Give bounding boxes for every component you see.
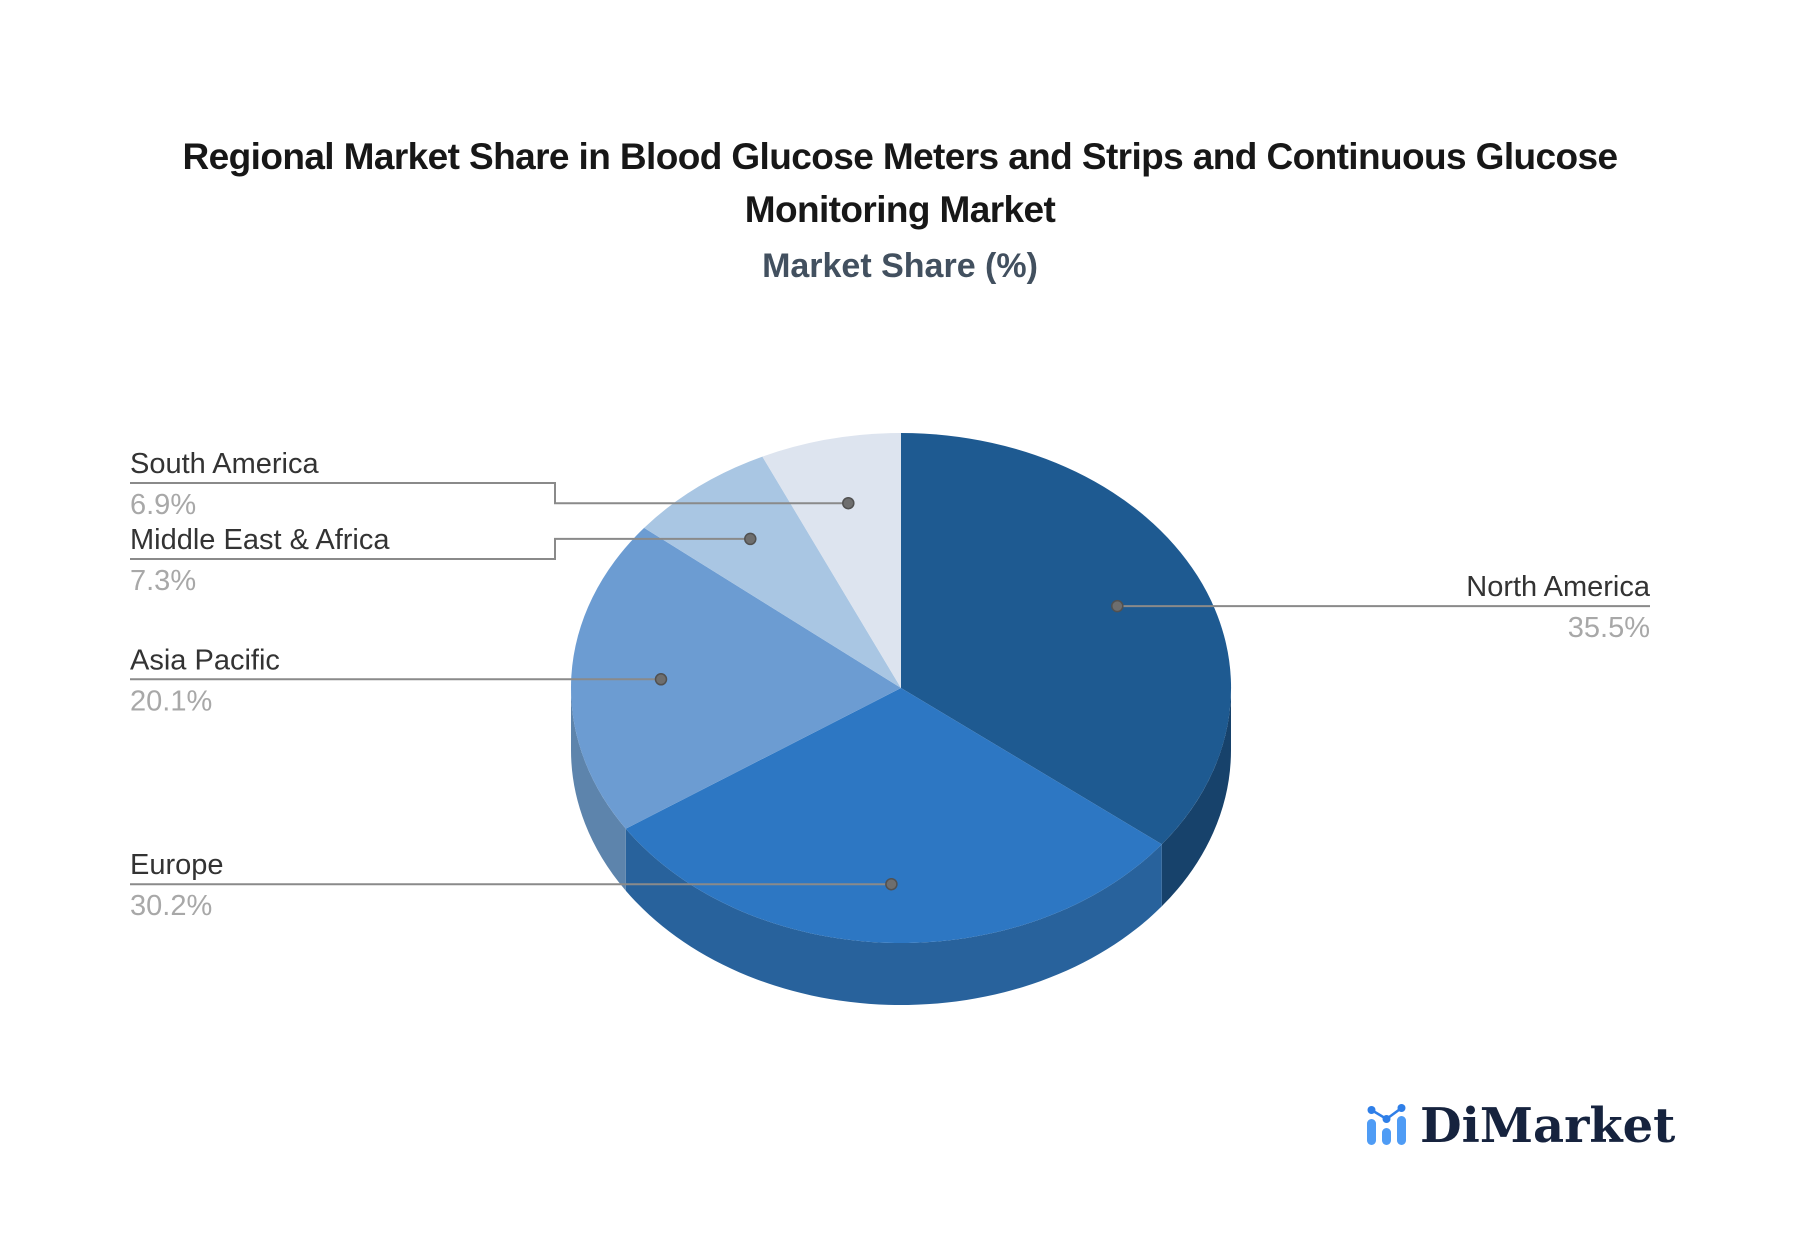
pie-percent-south-america: 6.9% xyxy=(130,489,196,521)
logo-bar-1 xyxy=(1367,1119,1376,1145)
pie-slice-middle-east-africa xyxy=(644,456,901,688)
pie-slice-europe xyxy=(625,688,1162,944)
logo-dot-3 xyxy=(1397,1104,1406,1112)
pie-slice-asia-pacific xyxy=(570,527,901,829)
pie-leader-dot-north-america xyxy=(1111,599,1124,613)
pie-percent-europe: 30.2% xyxy=(130,890,212,922)
pie-percent-north-america: 35.5% xyxy=(1568,612,1650,644)
pie-leader-dot-asia-pacific xyxy=(654,673,668,686)
pie-label-middle-east-africa: Middle East & Africa xyxy=(130,524,390,556)
chart-title-line2: Monitoring Market xyxy=(744,189,1056,230)
pie-label-asia-pacific: Asia Pacific xyxy=(130,644,280,676)
pie-slice-side-asia-pacific xyxy=(571,688,626,891)
chart-subtitle: Market Share (%) xyxy=(762,247,1038,285)
logo-bar-3 xyxy=(1397,1116,1406,1145)
pie-label-south-america: South America xyxy=(130,448,319,480)
logo-bar-2 xyxy=(1382,1128,1391,1145)
bar-chart-sparkline-icon xyxy=(1367,1104,1406,1145)
pie-slice-north-america xyxy=(901,433,1232,845)
pie-leader-line-south-america xyxy=(130,482,845,505)
pie-percent-middle-east-africa: 7.3% xyxy=(130,565,196,597)
logo-dot-1 xyxy=(1367,1106,1376,1114)
logo-dot-2 xyxy=(1382,1115,1391,1123)
pie-slice-side-europe xyxy=(625,828,1162,1006)
brand-logo-text: DiMarket xyxy=(1420,1098,1676,1154)
pie-percent-asia-pacific: 20.1% xyxy=(130,685,212,717)
pie-leader-dot-europe xyxy=(885,877,898,891)
pie-leader-line-middle-east-africa xyxy=(130,537,747,560)
pie-label-europe: Europe xyxy=(130,849,224,881)
pie-slice-side-north-america xyxy=(1161,688,1231,907)
pie-slice-south-america xyxy=(762,433,901,688)
pie-leader-dot-south-america xyxy=(842,496,855,510)
pie-label-north-america: North America xyxy=(1466,571,1651,603)
chart-title-line1: Regional Market Share in Blood Glucose M… xyxy=(182,136,1619,177)
pie-leader-dot-middle-east-africa xyxy=(744,532,757,546)
